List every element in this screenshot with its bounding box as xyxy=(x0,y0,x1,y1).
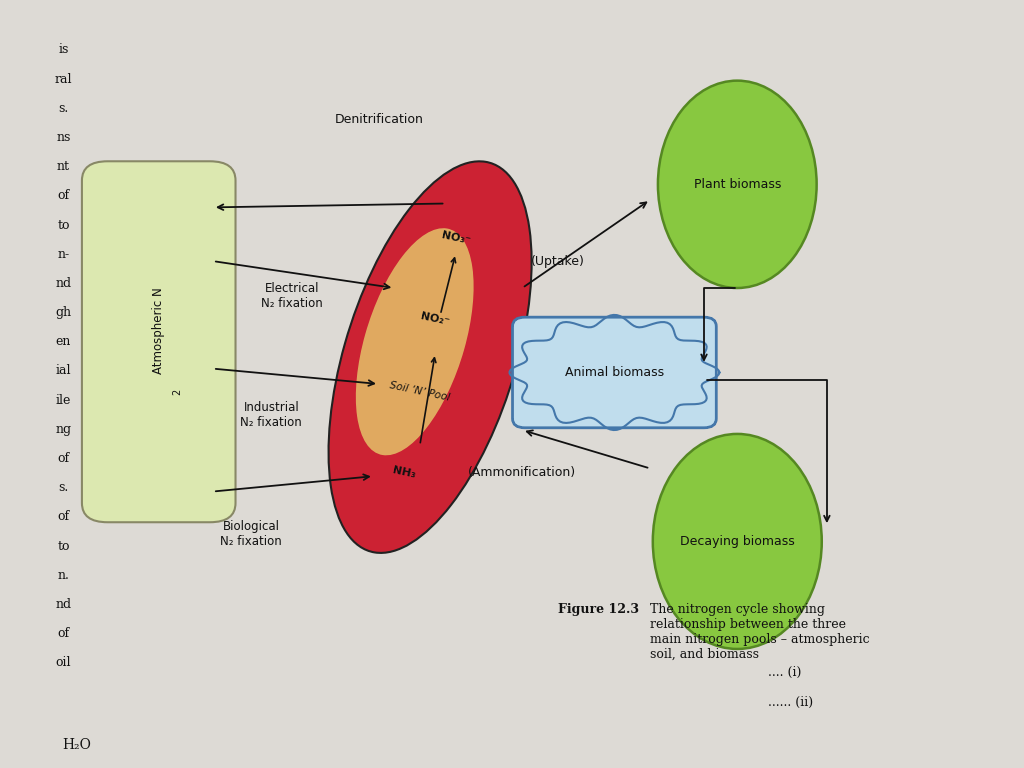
Text: ns: ns xyxy=(56,131,71,144)
Text: NO₃⁻: NO₃⁻ xyxy=(440,230,471,246)
FancyBboxPatch shape xyxy=(512,317,716,428)
Text: Denitrification: Denitrification xyxy=(335,113,423,125)
Text: (Ammonification): (Ammonification) xyxy=(468,466,577,478)
Text: .... (i): .... (i) xyxy=(768,666,802,678)
Text: is: is xyxy=(58,44,69,56)
Text: The nitrogen cycle showing
relationship between the three
main nitrogen pools – : The nitrogen cycle showing relationship … xyxy=(650,603,869,661)
Text: (Uptake): (Uptake) xyxy=(531,255,585,267)
Text: ral: ral xyxy=(54,73,73,85)
Ellipse shape xyxy=(657,81,817,288)
Text: s.: s. xyxy=(58,482,69,494)
Text: Electrical
N₂ fixation: Electrical N₂ fixation xyxy=(261,282,323,310)
Text: H₂O: H₂O xyxy=(62,738,91,752)
Text: n.: n. xyxy=(57,569,70,581)
Text: Decaying biomass: Decaying biomass xyxy=(680,535,795,548)
Text: Animal biomass: Animal biomass xyxy=(565,366,664,379)
Text: Plant biomass: Plant biomass xyxy=(693,178,781,190)
Ellipse shape xyxy=(355,228,474,455)
Text: gh: gh xyxy=(55,306,72,319)
Text: to: to xyxy=(57,540,70,552)
Text: en: en xyxy=(55,336,72,348)
Text: NH₃: NH₃ xyxy=(392,465,417,480)
Text: Atmospheric N: Atmospheric N xyxy=(153,287,165,373)
Text: of: of xyxy=(57,190,70,202)
Text: to: to xyxy=(57,219,70,231)
Text: Figure 12.3: Figure 12.3 xyxy=(558,603,639,616)
Text: 2: 2 xyxy=(172,389,182,395)
Text: nt: nt xyxy=(57,161,70,173)
Text: ile: ile xyxy=(55,394,72,406)
Text: nd: nd xyxy=(55,277,72,290)
Text: Biological
N₂ fixation: Biological N₂ fixation xyxy=(220,520,282,548)
Ellipse shape xyxy=(329,161,531,553)
Text: of: of xyxy=(57,627,70,640)
Text: Industrial
N₂ fixation: Industrial N₂ fixation xyxy=(241,401,302,429)
Text: of: of xyxy=(57,511,70,523)
Ellipse shape xyxy=(653,434,822,649)
FancyBboxPatch shape xyxy=(82,161,236,522)
Text: ...... (ii): ...... (ii) xyxy=(768,697,813,709)
Text: oil: oil xyxy=(55,657,72,669)
Text: of: of xyxy=(57,452,70,465)
Text: ng: ng xyxy=(55,423,72,435)
Text: ial: ial xyxy=(55,365,72,377)
Text: s.: s. xyxy=(58,102,69,114)
Text: n-: n- xyxy=(57,248,70,260)
Text: nd: nd xyxy=(55,598,72,611)
Text: NO₂⁻: NO₂⁻ xyxy=(420,311,451,326)
Text: Soil ‘N’ Pool: Soil ‘N’ Pool xyxy=(389,380,451,403)
